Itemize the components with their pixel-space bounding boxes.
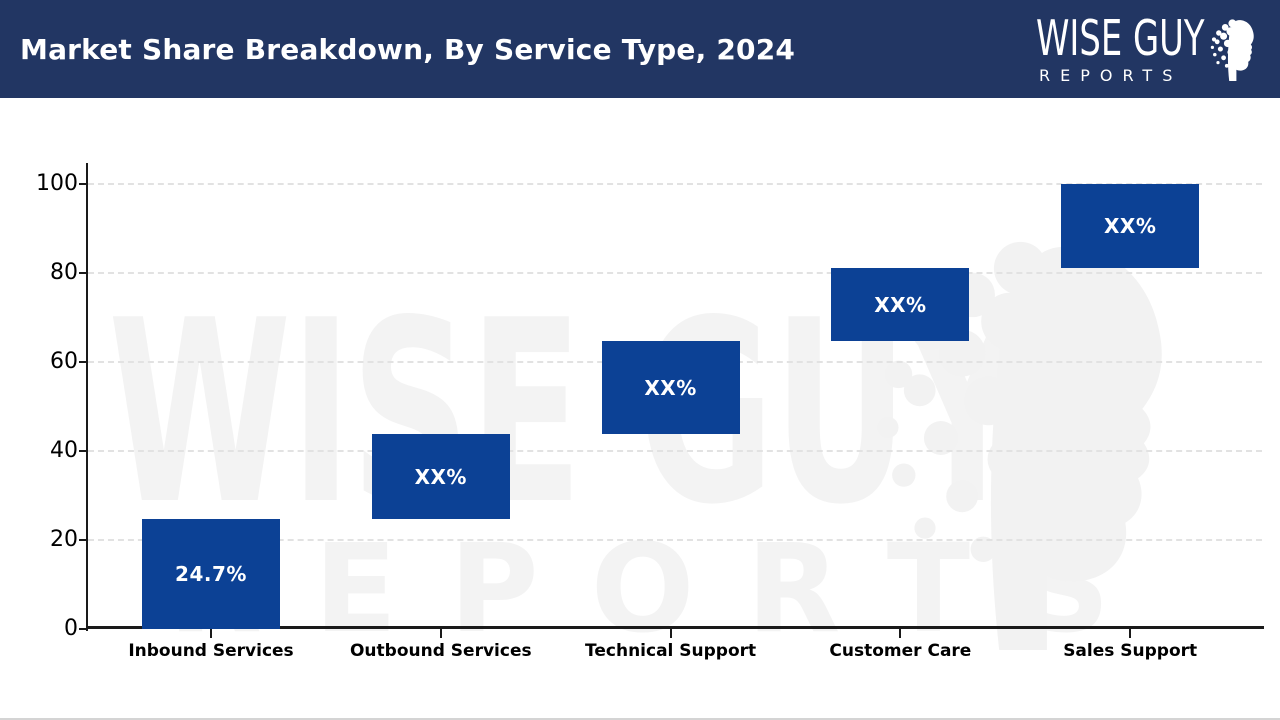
waterfall-bar-technical-support: XX% — [601, 341, 740, 435]
y-tick-mark — [79, 449, 88, 452]
y-axis-tick-label: 40 — [50, 437, 78, 463]
x-axis-category-label: Sales Support — [1063, 641, 1198, 661]
bar-value-label: XX% — [1103, 213, 1157, 238]
gridline — [88, 538, 1262, 541]
logo-text: WISE GUY REPORTS — [1036, 14, 1210, 84]
y-axis-tick-label: 100 — [36, 170, 78, 196]
x-axis-category-label: Customer Care — [829, 641, 972, 661]
wiseguy-logo: WISE GUY REPORTS — [1036, 13, 1262, 85]
x-axis-category-label: Technical Support — [585, 641, 757, 661]
header-bar: Market Share Breakdown, By Service Type,… — [0, 0, 1280, 98]
bar-value-label: XX% — [644, 375, 697, 400]
waterfall-bar-outbound-services: XX% — [371, 434, 510, 519]
x-tick-mark — [899, 629, 902, 638]
wiseguy-head-icon — [1210, 19, 1254, 81]
y-axis-tick-label: 80 — [50, 259, 78, 285]
x-tick-mark — [210, 629, 212, 638]
x-axis-category-label: Outbound Services — [349, 641, 532, 661]
bar-value-label: 24.7% — [175, 561, 247, 586]
bar-value-label: XX% — [874, 292, 927, 317]
x-tick-mark — [1129, 629, 1132, 638]
y-tick-mark — [79, 271, 88, 274]
gridline — [88, 449, 1262, 452]
waterfall-bar-sales-support: XX% — [1061, 183, 1200, 269]
x-axis-line — [86, 626, 1264, 629]
waterfall-bar-customer-care: XX% — [831, 268, 970, 342]
x-axis-category-label: Inbound Services — [128, 641, 294, 661]
logo-wordmark: WISE GUY — [1036, 10, 1205, 67]
y-tick-mark — [79, 360, 88, 363]
x-tick-mark — [439, 629, 442, 638]
logo-subtext: REPORTS — [1039, 66, 1183, 85]
y-tick-mark — [79, 538, 88, 541]
x-tick-mark — [669, 629, 672, 638]
bar-value-label: XX% — [414, 464, 467, 489]
gridline — [88, 182, 1262, 185]
waterfall-bar-inbound-services: 24.7% — [142, 519, 280, 629]
y-tick-mark — [79, 628, 88, 630]
y-axis-tick-label: 60 — [50, 348, 78, 374]
page-title: Market Share Breakdown, By Service Type,… — [20, 32, 796, 66]
y-axis-tick-label: 0 — [64, 616, 78, 641]
watermark-subtext: REPORTS — [168, 518, 1162, 660]
y-axis-tick-label: 20 — [50, 526, 78, 552]
y-tick-mark — [79, 182, 88, 185]
gridline — [88, 271, 1262, 274]
y-axis-line — [86, 163, 88, 631]
